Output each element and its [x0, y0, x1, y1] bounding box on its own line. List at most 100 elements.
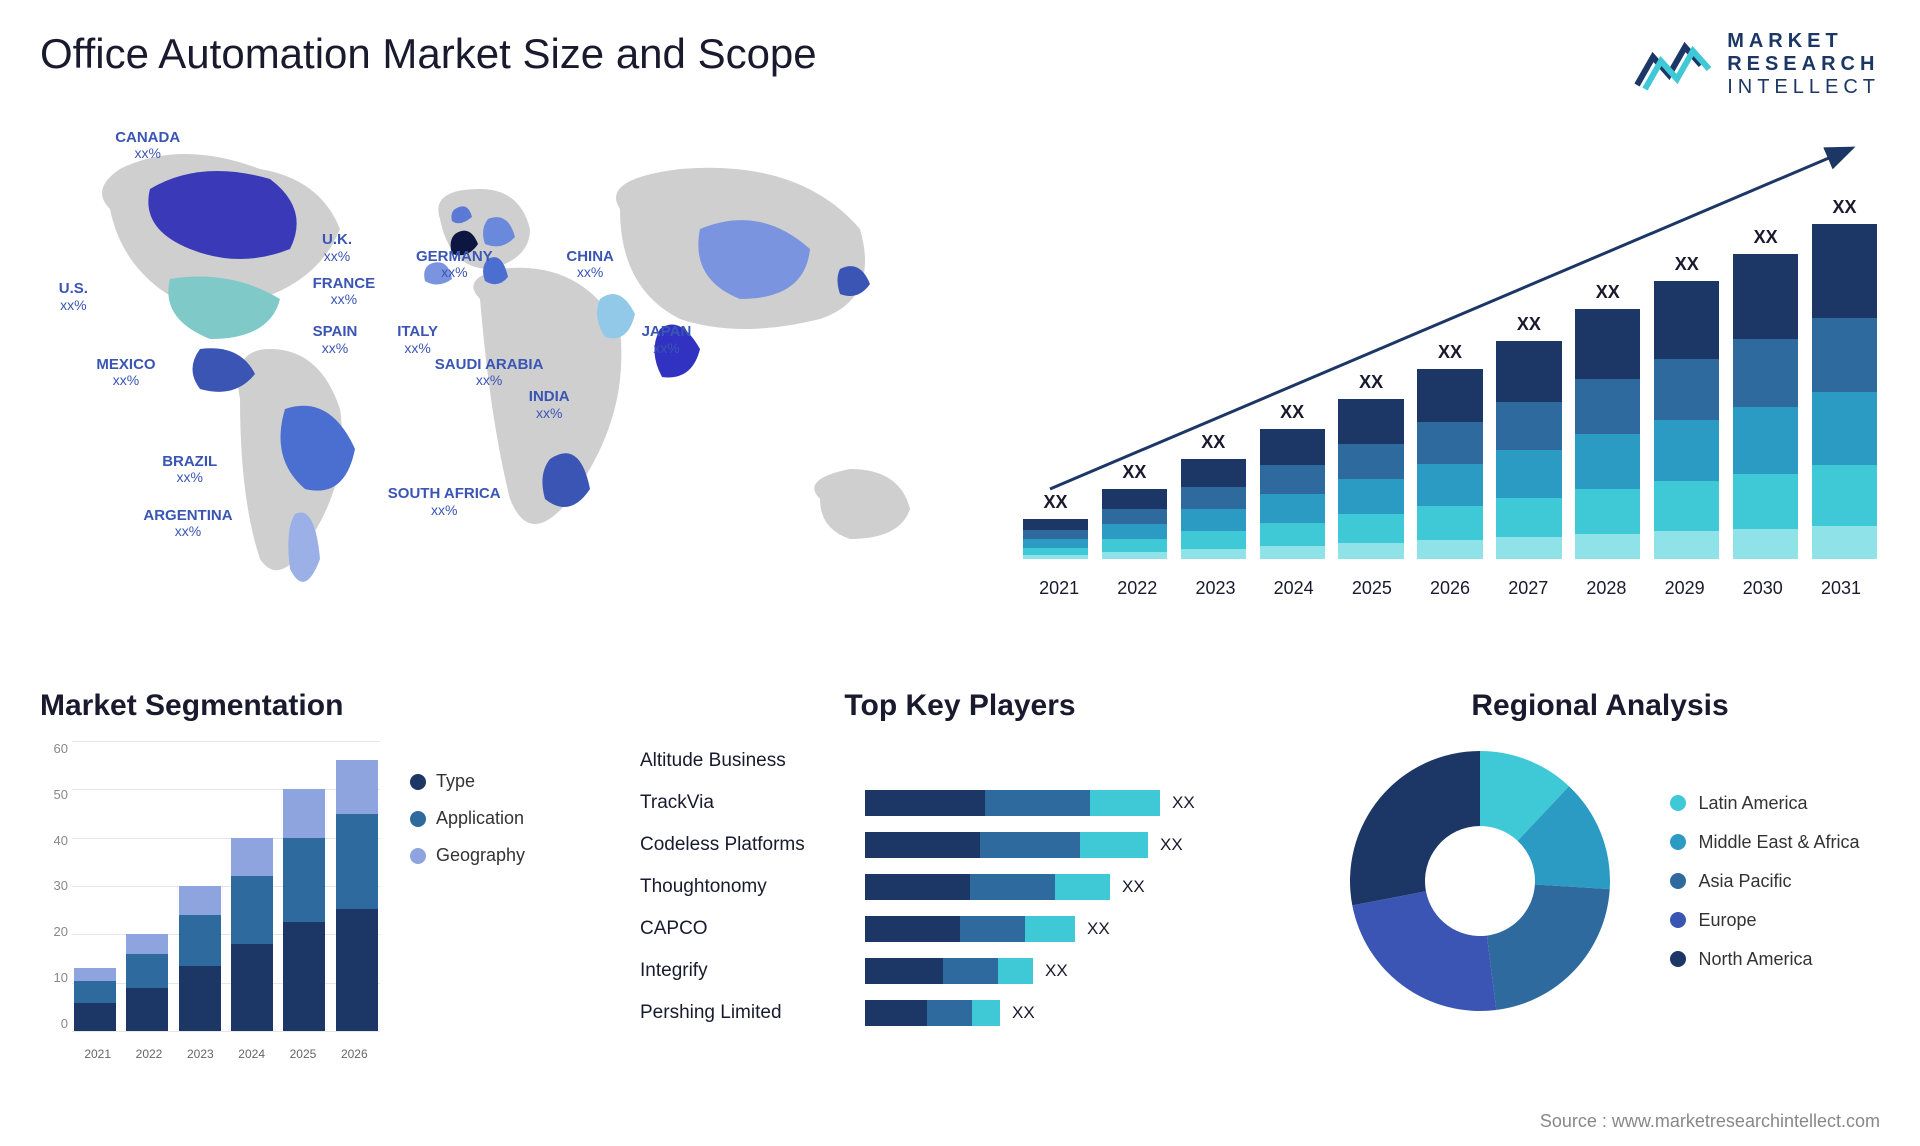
key-player-label: Pershing Limited	[640, 1002, 865, 1024]
key-player-label: Thoughtonomy	[640, 876, 865, 898]
growth-bar: XX	[1415, 342, 1486, 559]
map-label: SAUDI ARABIAxx%	[435, 357, 544, 389]
segmentation-title: Market Segmentation	[40, 689, 600, 723]
key-players-chart: Altitude BusinessTrackViaXXCodeless Plat…	[640, 741, 1280, 1033]
map-label: SPAINxx%	[313, 324, 358, 356]
key-player-label: CAPCO	[640, 918, 865, 940]
growth-bar: XX	[1336, 372, 1407, 559]
regional-donut-chart	[1340, 741, 1620, 1021]
key-player-row: Pershing Limited XX	[640, 993, 1280, 1033]
key-player-row: Codeless Platforms XX	[640, 825, 1280, 865]
map-label: GERMANYxx%	[416, 249, 493, 281]
growth-bar: XX	[1257, 402, 1328, 559]
seg-ytick: 0	[61, 1016, 68, 1031]
growth-bar: XX	[1809, 197, 1880, 559]
map-label: FRANCExx%	[313, 276, 376, 308]
key-player-value: XX	[1012, 1003, 1035, 1023]
map-label: CANADAxx%	[115, 130, 180, 162]
key-player-row: Altitude Business	[640, 741, 1280, 781]
logo-icon	[1633, 35, 1713, 95]
seg-bar	[283, 789, 325, 1031]
growth-year-label: 2022	[1098, 578, 1176, 599]
map-label: CHINAxx%	[566, 249, 614, 281]
seg-year-label: 2022	[136, 1047, 163, 1061]
growth-bar: XX	[1178, 432, 1249, 559]
key-players-panel: Top Key Players Altitude Business TrackVi…	[640, 689, 1280, 1061]
growth-bar-value: XX	[1122, 462, 1146, 483]
key-player-row: Thoughtonomy XX	[640, 867, 1280, 907]
logo-line2: RESEARCH	[1727, 53, 1880, 76]
seg-ytick: 60	[54, 741, 68, 756]
world-map	[40, 119, 980, 659]
logo-line1: MARKET	[1727, 30, 1880, 53]
seg-year-label: 2025	[290, 1047, 317, 1061]
growth-year-label: 2029	[1646, 578, 1724, 599]
regional-legend-item: Asia Pacific	[1670, 871, 1859, 892]
donut-slice	[1353, 891, 1497, 1011]
growth-bar-value: XX	[1675, 254, 1699, 275]
bottom-row: Market Segmentation 6050403020100 202120…	[40, 689, 1880, 1061]
top-row: CANADAxx%U.S.xx%MEXICOxx%BRAZILxx%ARGENT…	[40, 119, 1880, 659]
seg-ytick: 10	[54, 970, 68, 985]
key-player-value: XX	[1160, 835, 1183, 855]
key-player-row: TrackViaXX	[640, 783, 1280, 823]
growth-bar: XX	[1572, 282, 1643, 559]
growth-year-label: 2023	[1176, 578, 1254, 599]
logo: MARKET RESEARCH INTELLECT	[1633, 30, 1880, 99]
regional-legend-item: Europe	[1670, 910, 1859, 931]
growth-bar-value: XX	[1754, 227, 1778, 248]
seg-bar	[231, 838, 273, 1031]
growth-year-label: 2030	[1724, 578, 1802, 599]
growth-bar-value: XX	[1438, 342, 1462, 363]
seg-year-label: 2024	[238, 1047, 265, 1061]
seg-bar	[336, 760, 378, 1031]
growth-bar-value: XX	[1517, 314, 1541, 335]
key-player-label: Codeless Platforms	[640, 834, 865, 856]
map-label: ITALYxx%	[397, 324, 438, 356]
growth-bar-value: XX	[1833, 197, 1857, 218]
growth-bar-value: XX	[1596, 282, 1620, 303]
seg-ytick: 50	[54, 787, 68, 802]
seg-ytick: 40	[54, 833, 68, 848]
growth-bar: XX	[1651, 254, 1722, 559]
seg-bar	[74, 968, 116, 1031]
regional-legend: Latin AmericaMiddle East & AfricaAsia Pa…	[1670, 793, 1859, 970]
growth-bar: XX	[1493, 314, 1564, 559]
key-player-row: CAPCO XX	[640, 909, 1280, 949]
seg-bar	[179, 886, 221, 1031]
key-player-value: XX	[1087, 919, 1110, 939]
seg-ytick: 20	[54, 924, 68, 939]
page-title: Office Automation Market Size and Scope	[40, 30, 817, 78]
map-label: MEXICOxx%	[96, 357, 155, 389]
source-text: Source : www.marketresearchintellect.com	[1540, 1111, 1880, 1132]
growth-bar-value: XX	[1280, 402, 1304, 423]
growth-year-label: 2026	[1411, 578, 1489, 599]
regional-panel: Regional Analysis Latin AmericaMiddle Ea…	[1320, 689, 1880, 1061]
growth-year-label: 2027	[1489, 578, 1567, 599]
world-map-panel: CANADAxx%U.S.xx%MEXICOxx%BRAZILxx%ARGENT…	[40, 119, 980, 659]
growth-bar: XX	[1099, 462, 1170, 559]
seg-ytick: 30	[54, 878, 68, 893]
key-player-value: XX	[1172, 793, 1195, 813]
seg-legend-item: Application	[410, 808, 525, 829]
map-label: ARGENTINAxx%	[143, 508, 232, 540]
key-player-row: IntegrifyXX	[640, 951, 1280, 991]
seg-bar	[126, 934, 168, 1031]
regional-legend-item: Latin America	[1670, 793, 1859, 814]
donut-slice	[1350, 751, 1480, 905]
header: Office Automation Market Size and Scope …	[40, 30, 1880, 99]
growth-chart: XXXXXXXXXXXXXXXXXXXXXX 20212022202320242…	[1020, 139, 1880, 599]
map-label: BRAZILxx%	[162, 454, 217, 486]
growth-bar: XX	[1020, 492, 1091, 559]
growth-bar-value: XX	[1043, 492, 1067, 513]
growth-bar-value: XX	[1201, 432, 1225, 453]
segmentation-legend: TypeApplicationGeography	[410, 741, 525, 1061]
key-player-label: Altitude Business	[640, 750, 865, 772]
growth-year-label: 2021	[1020, 578, 1098, 599]
key-player-value: XX	[1122, 877, 1145, 897]
map-label: U.K.xx%	[322, 232, 352, 264]
key-players-title: Top Key Players	[640, 689, 1280, 723]
segmentation-panel: Market Segmentation 6050403020100 202120…	[40, 689, 600, 1061]
segmentation-chart: 6050403020100 202120222023202420252026	[40, 741, 380, 1061]
regional-title: Regional Analysis	[1320, 689, 1880, 723]
